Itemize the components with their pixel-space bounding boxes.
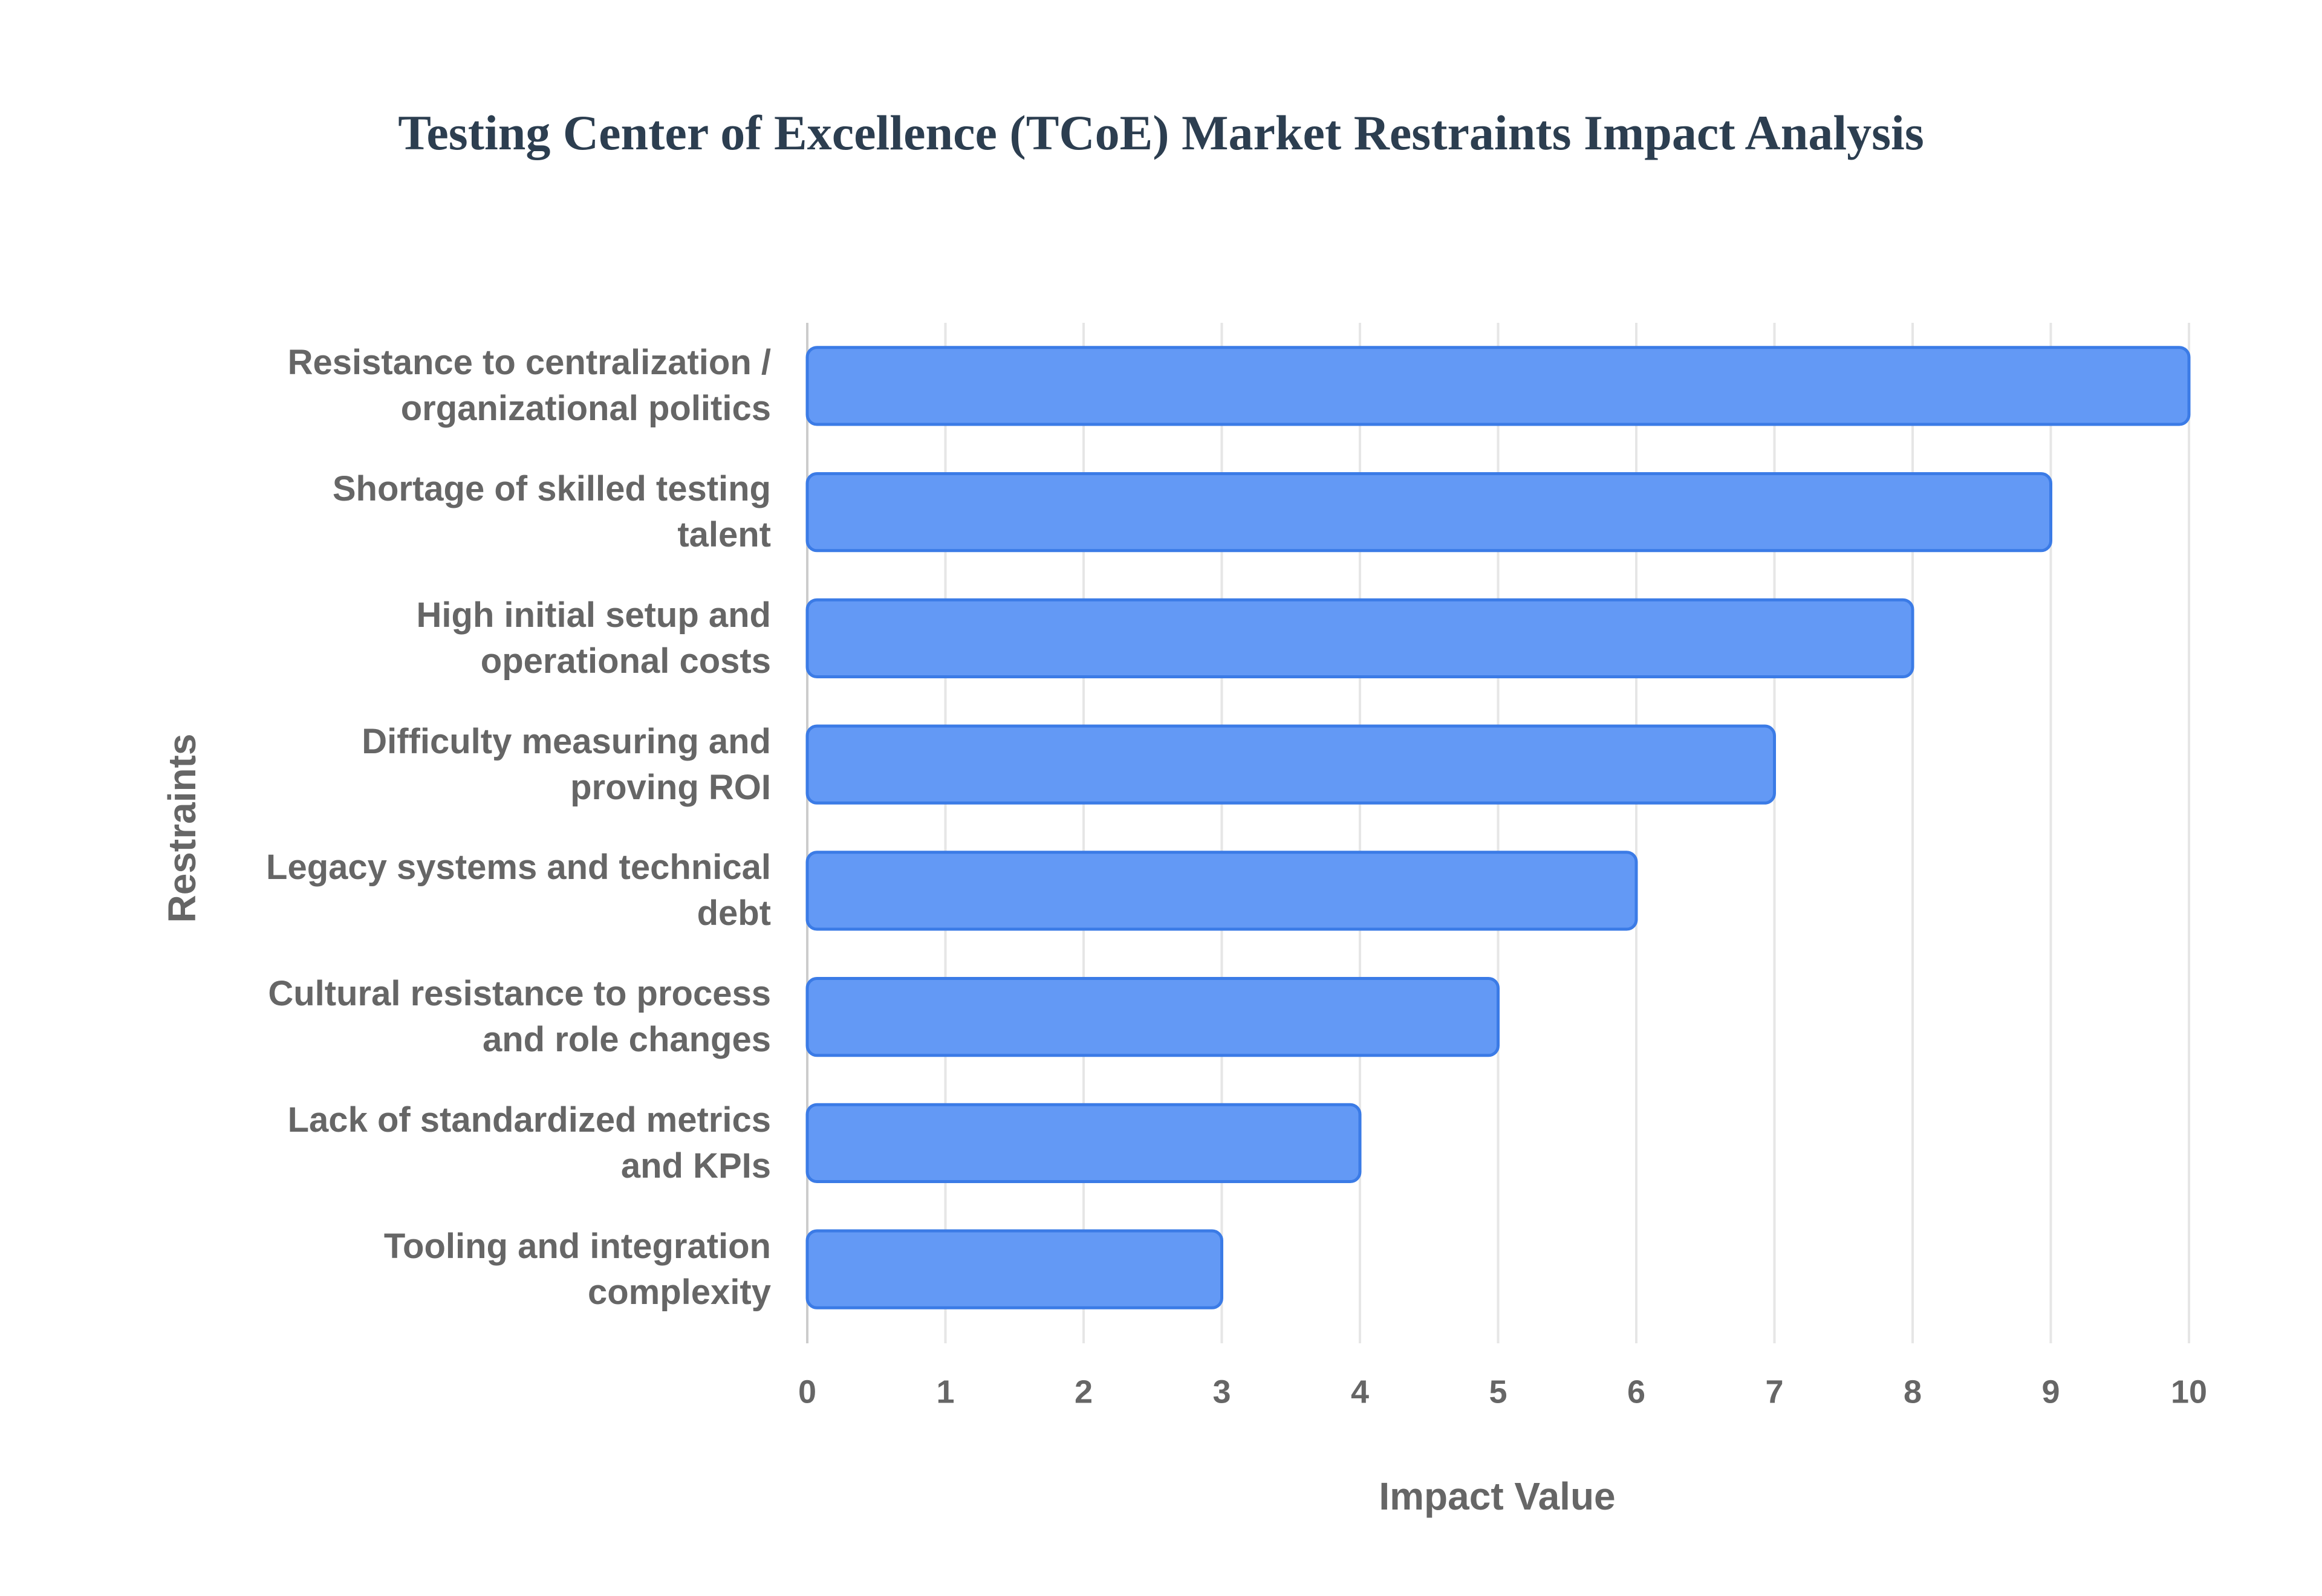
x-tick-label: 6 bbox=[1627, 1374, 1645, 1410]
x-tick-label: 9 bbox=[2041, 1374, 2060, 1410]
y-tick-label: Shortage of skilled testing talent bbox=[332, 469, 771, 555]
bar bbox=[805, 1229, 1223, 1309]
x-tick-label: 0 bbox=[798, 1374, 816, 1410]
bar bbox=[805, 724, 1776, 805]
x-tick-label: 3 bbox=[1212, 1374, 1231, 1410]
x-tick-label: 1 bbox=[936, 1374, 954, 1410]
bar bbox=[805, 346, 2191, 426]
x-axis-title: Impact Value bbox=[1379, 1474, 1615, 1518]
chart-title: Testing Center of Excellence (TCoE) Mark… bbox=[398, 105, 1924, 160]
y-tick-label: High initial setup and operational costs bbox=[416, 595, 771, 681]
y-tick-label: Tooling and integration complexity bbox=[383, 1226, 771, 1312]
x-tick-label: 8 bbox=[1904, 1374, 1922, 1410]
y-tick-label: Legacy systems and technical debt bbox=[266, 848, 771, 933]
x-tick-label: 7 bbox=[1765, 1374, 1783, 1410]
bar bbox=[805, 598, 1914, 679]
y-tick-label: Cultural resistance to process and role … bbox=[268, 974, 771, 1060]
x-tick-label: 4 bbox=[1351, 1374, 1369, 1410]
y-tick-label: Difficulty measuring and proving ROI bbox=[362, 721, 771, 807]
bar bbox=[805, 472, 2052, 553]
x-tick-label: 5 bbox=[1489, 1374, 1507, 1410]
y-axis-title: Restraints bbox=[160, 734, 204, 923]
x-tick-label: 2 bbox=[1075, 1374, 1093, 1410]
y-tick-label: Resistance to centralization / organizat… bbox=[287, 343, 771, 429]
bar bbox=[805, 976, 1500, 1057]
y-tick-label: Lack of standardized metrics and KPIs bbox=[287, 1100, 771, 1186]
x-tick-label: 10 bbox=[2171, 1374, 2207, 1410]
bar bbox=[805, 851, 1638, 931]
bar bbox=[805, 1103, 1362, 1184]
